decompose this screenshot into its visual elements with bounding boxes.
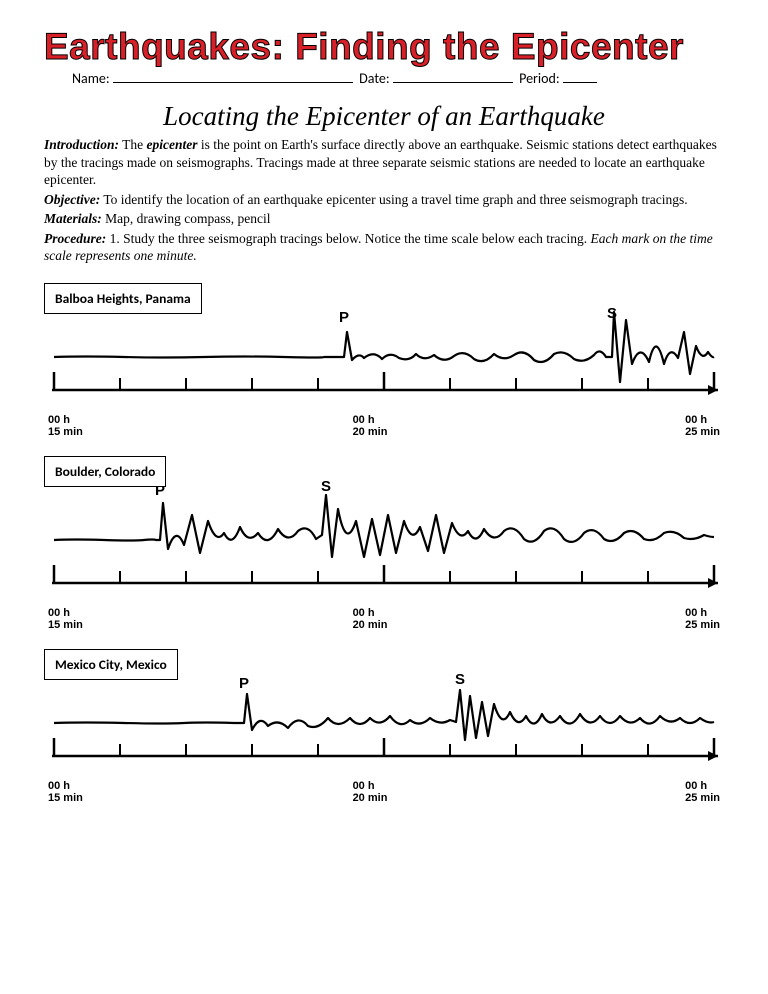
date-label: Date: [359,70,389,87]
period-blank[interactable] [563,69,597,83]
axis-left: 00 h15 min [48,780,83,804]
station-label-1: Boulder, Colorado [44,456,166,487]
axis-mid: 00 h20 min [353,780,388,804]
page-subtitle: Locating the Epicenter of an Earthquake [44,101,724,132]
seismograph-tracing-1: P S [44,475,724,605]
seismograph-tracing-2: P S [44,668,724,778]
axis-labels-2: 00 h15 min 00 h20 min 00 h25 min [48,780,720,804]
station-label-2: Mexico City, Mexico [44,649,178,680]
name-blank[interactable] [113,69,353,83]
name-label: Name: [72,70,110,87]
page-banner: Earthquakes: Finding the Epicenter [44,28,724,65]
procedure-paragraph: Procedure: 1. Study the three seismograp… [44,230,724,265]
student-info-line: Name: Date: Period: [72,69,724,87]
seismograph-tracing-0: P S [44,302,724,412]
intro-text-a: The [119,137,147,152]
objective-paragraph: Objective: To identify the location of a… [44,191,724,209]
axis-mid: 00 h20 min [353,607,388,631]
materials-paragraph: Materials: Map, drawing compass, pencil [44,210,724,228]
axis-right: 00 h25 min [685,780,720,804]
objective-text: To identify the location of an earthquak… [100,192,687,207]
procedure-lead: Procedure: [44,231,106,246]
axis-right: 00 h25 min [685,414,720,438]
seismograph-2: Mexico City, Mexico P S 00 h15 min 00 h2… [44,649,724,804]
station-label-0: Balboa Heights, Panama [44,283,202,314]
period-label: Period: [519,70,560,87]
date-blank[interactable] [393,69,513,83]
svg-text:P: P [239,675,249,692]
intro-lead: Introduction: [44,137,119,152]
materials-lead: Materials: [44,211,102,226]
svg-text:S: S [455,671,465,688]
objective-lead: Objective: [44,192,100,207]
svg-text:S: S [321,478,331,495]
seismograph-0: Balboa Heights, Panama P S 00 h15 min 00… [44,283,724,438]
seismograph-1: Boulder, Colorado P S 00 h15 min 00 h20 … [44,456,724,631]
svg-text:P: P [339,309,349,326]
axis-labels-1: 00 h15 min 00 h20 min 00 h25 min [48,607,720,631]
axis-left: 00 h15 min [48,607,83,631]
intro-paragraph: Introduction: The epicenter is the point… [44,136,724,189]
procedure-text-a: 1. Study the three seismograph tracings … [106,231,590,246]
axis-left: 00 h15 min [48,414,83,438]
axis-labels-0: 00 h15 min 00 h20 min 00 h25 min [48,414,720,438]
axis-right: 00 h25 min [685,607,720,631]
intro-term: epicenter [147,137,198,152]
axis-mid: 00 h20 min [353,414,388,438]
materials-text: Map, drawing compass, pencil [102,211,271,226]
